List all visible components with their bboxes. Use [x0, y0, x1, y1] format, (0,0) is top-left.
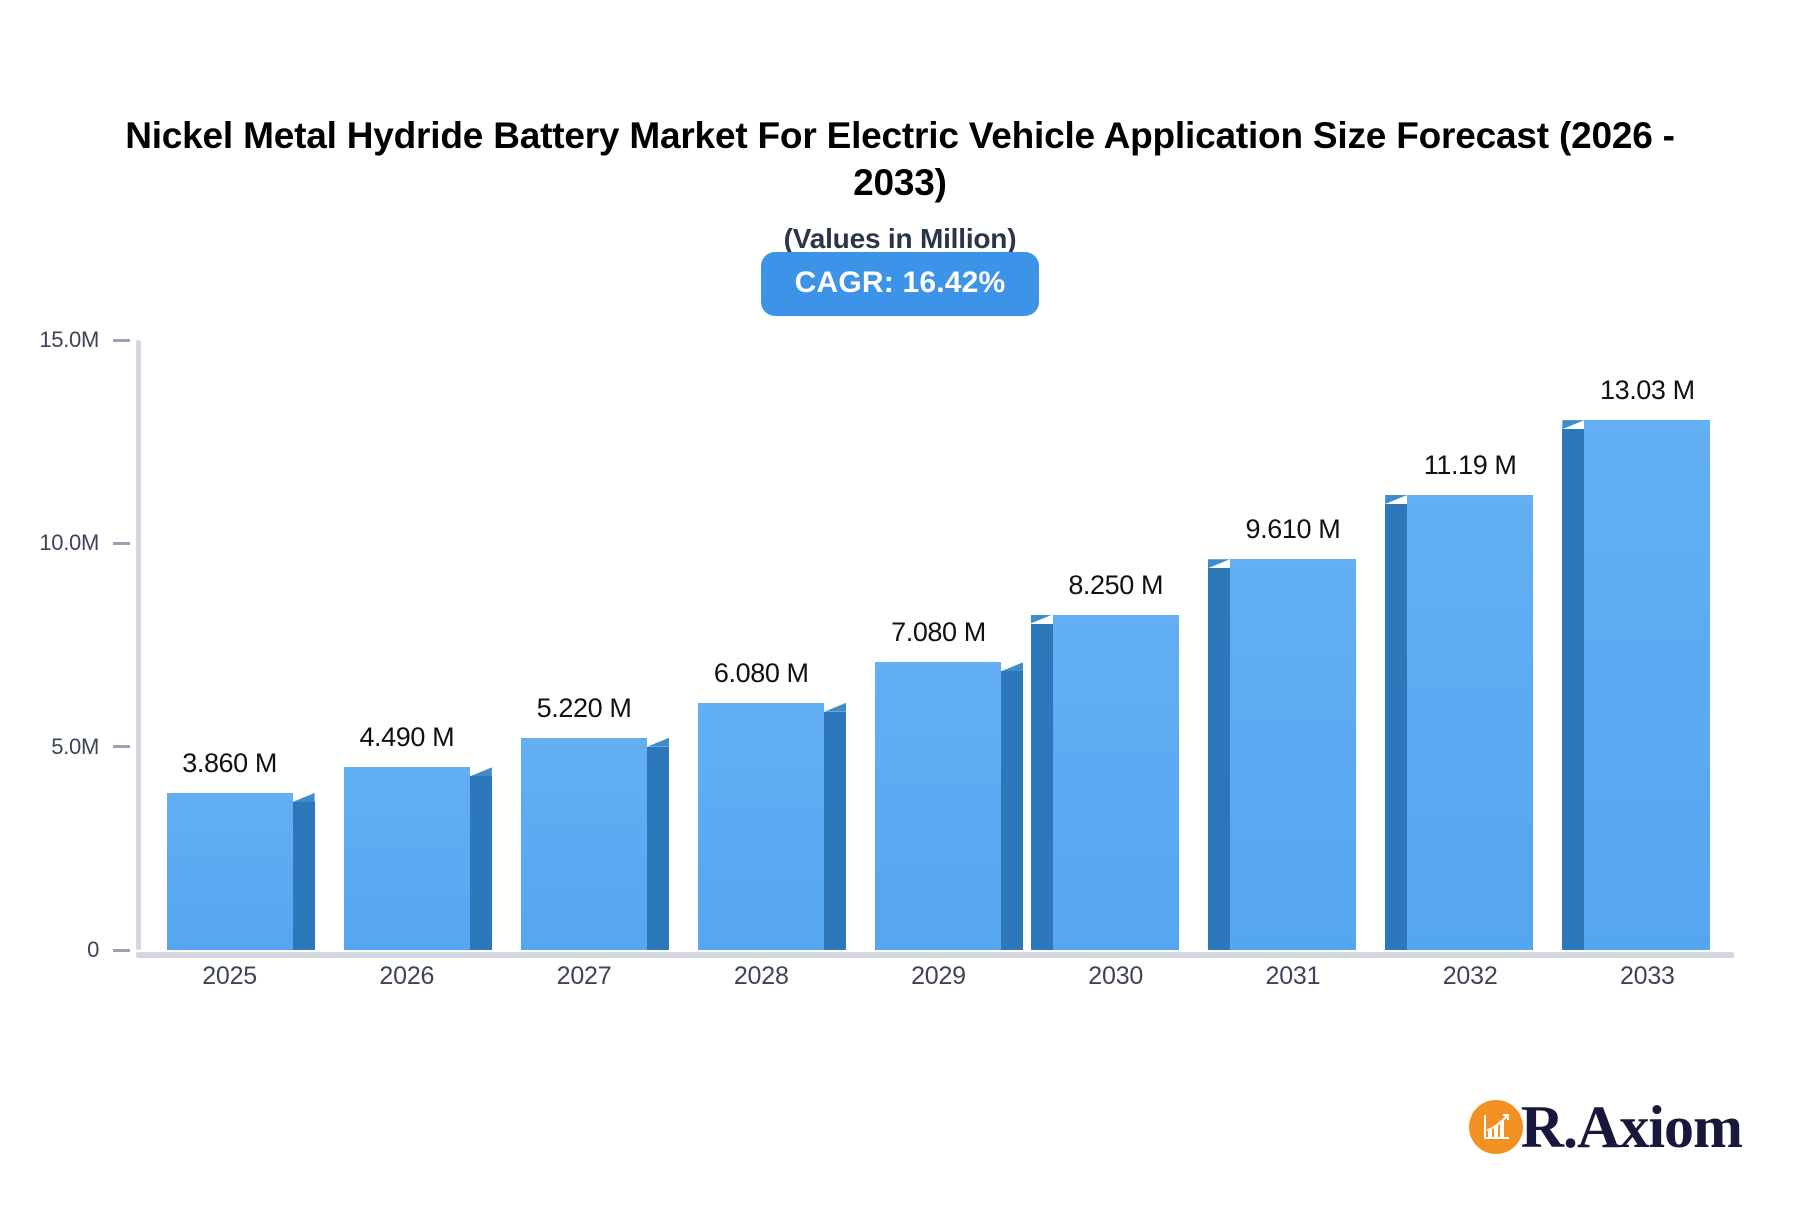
bar-face [1229, 559, 1356, 950]
bar-2027[interactable] [521, 737, 670, 950]
bar-2029[interactable] [875, 662, 1024, 950]
y-axis-tick-dash [113, 745, 130, 749]
bar-face [1584, 420, 1711, 950]
x-axis-label-2027: 2027 [556, 962, 612, 990]
bar-value-label: 13.03 M [1599, 375, 1695, 406]
bar-2028[interactable] [698, 702, 847, 950]
bar-cap [647, 737, 670, 747]
bar-side [1385, 503, 1408, 950]
bar-slot[interactable]: 3.860 M [142, 340, 318, 950]
bar-value-label: 3.860 M [182, 748, 277, 779]
y-axis-tick-label: 0 [87, 937, 99, 962]
cagr-badge: CAGR: 16.42% [760, 252, 1040, 316]
y-axis-tick-dash [113, 338, 130, 342]
bar-cap [1562, 420, 1585, 430]
logo-wordmark: R.Axiom [1520, 1094, 1743, 1160]
page-title: Nickel Metal Hydride Battery Market For … [125, 115, 1675, 204]
bar-side [1030, 623, 1053, 950]
x-axis-label-2029: 2029 [911, 962, 966, 990]
y-axis-tick-label: 10.0M [39, 530, 99, 556]
bar-cap [824, 702, 847, 712]
bar-slot[interactable]: 11.19 M [1382, 340, 1558, 950]
bar-side [292, 802, 315, 950]
x-axis-label-2025: 2025 [202, 962, 258, 990]
bar-cap [1207, 559, 1230, 569]
bar-2032[interactable] [1385, 494, 1534, 950]
y-axis-line [136, 340, 141, 950]
bar-slot[interactable]: 13.03 M [1559, 340, 1735, 950]
bar-side [1001, 671, 1024, 950]
bar-2031[interactable] [1207, 559, 1356, 950]
bar-value-label: 9.610 M [1245, 514, 1341, 545]
x-axis-label-2032: 2032 [1442, 962, 1498, 990]
x-axis-labels: 2025 2026 2027 2028 2029 2030 2031 2032 2033 [141, 962, 1736, 991]
bar-cap [469, 767, 492, 777]
bar-slot[interactable]: 7.080 M [850, 340, 1026, 950]
y-axis-tick-dash [113, 541, 130, 545]
bar-slot[interactable]: 6.080 M [673, 340, 849, 950]
bar-2025[interactable] [166, 793, 315, 950]
bar-value-label: 7.080 M [891, 617, 986, 648]
bar-cap [1385, 494, 1408, 504]
x-axis-label-2030: 2030 [1088, 962, 1144, 990]
title-block: Nickel Metal Hydride Battery Market For … [110, 112, 1690, 255]
y-axis-tick-label: 15.0M [39, 327, 99, 352]
bar-slot[interactable]: 8.250 M [1028, 340, 1204, 950]
x-axis-label-2028: 2028 [733, 962, 789, 990]
bar-slot[interactable]: 5.220 M [496, 340, 672, 950]
x-axis-line [136, 952, 1734, 958]
bar-2033[interactable] [1562, 420, 1711, 950]
bar-face [521, 737, 648, 950]
bar-value-label: 8.250 M [1068, 569, 1164, 600]
bar-side [1562, 429, 1585, 950]
bar-face [698, 702, 825, 950]
bar-2026[interactable] [343, 767, 492, 950]
y-axis-tick: 5.0M [0, 734, 130, 760]
bar-2030[interactable] [1030, 614, 1179, 950]
bar-face [1052, 614, 1179, 950]
y-axis-tick: 0 [0, 937, 130, 963]
x-axis-label-2033: 2033 [1619, 962, 1675, 990]
bar-slot[interactable]: 4.490 M [319, 340, 495, 950]
bar-value-label: 6.080 M [713, 657, 809, 688]
bar-value-label: 4.490 M [359, 722, 455, 753]
y-axis-tick: 10.0M [0, 530, 130, 556]
chart-subtitle: (Values in Million) [783, 222, 1017, 254]
bar-cap [1001, 662, 1024, 672]
bar-side [469, 776, 492, 950]
cagr-badge-wrapper: CAGR: 16.42% [110, 252, 1690, 316]
bar-cap [292, 793, 315, 803]
y-axis-tick: 15.0M [0, 327, 130, 353]
x-axis-label-2031: 2031 [1265, 962, 1321, 990]
bar-cap [1030, 614, 1053, 624]
y-axis-tick-dash [113, 948, 130, 952]
bar-value-label: 11.19 M [1423, 449, 1517, 480]
bar-face [1407, 494, 1534, 950]
bar-side [647, 746, 670, 950]
x-axis-label-2026: 2026 [379, 962, 435, 990]
bar-side [824, 711, 847, 950]
bar-face [166, 793, 293, 950]
bar-series: 3.860 M 4.490 M 5.220 M 6.080 M 7.080 M 8.250… [141, 340, 1736, 950]
plot-area: 3.860 M 4.490 M 5.220 M 6.080 M 7.080 M 8.250… [136, 340, 1736, 958]
bar-side [1207, 568, 1230, 950]
bar-value-label: 5.220 M [536, 692, 632, 723]
bar-face [875, 662, 1002, 950]
bar-chart-icon [1468, 1100, 1523, 1154]
bar-face [343, 767, 470, 950]
brand-logo: R.Axiom [1468, 1094, 1743, 1160]
bar-slot[interactable]: 9.610 M [1205, 340, 1381, 950]
y-axis-tick-label: 5.0M [51, 733, 99, 759]
